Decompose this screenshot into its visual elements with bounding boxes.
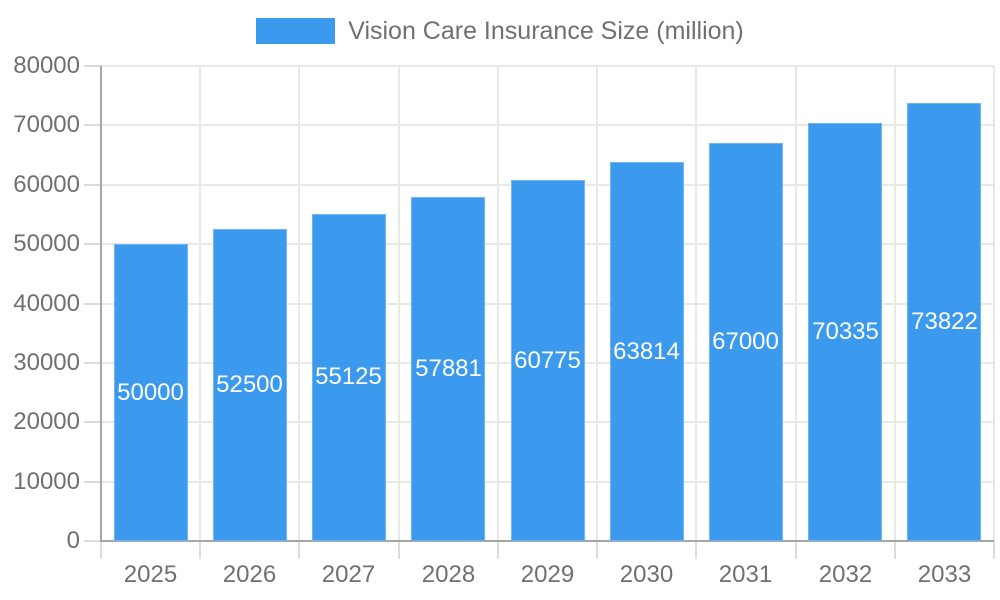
x-axis-label: 2031 bbox=[718, 561, 773, 588]
x-axis-label: 2033 bbox=[917, 561, 972, 588]
x-axis-tick bbox=[993, 541, 995, 559]
legend-label: Vision Care Insurance Size (million) bbox=[348, 17, 744, 45]
x-axis-tick bbox=[298, 541, 301, 559]
x-axis-label: 2028 bbox=[421, 561, 476, 588]
bar-value-label: 67000 bbox=[712, 328, 779, 355]
x-axis-label: 2026 bbox=[222, 561, 277, 588]
bar-value-label: 57881 bbox=[415, 355, 482, 382]
bar-value-label: 52500 bbox=[216, 371, 283, 398]
y-axis-line bbox=[100, 66, 102, 541]
y-axis-label: 80000 bbox=[13, 52, 80, 79]
bar bbox=[114, 244, 188, 541]
legend-item[interactable]: Vision Care Insurance Size (million) bbox=[256, 16, 744, 46]
bar-value-label: 63814 bbox=[613, 338, 680, 365]
bar bbox=[511, 180, 585, 541]
bar-value-label: 50000 bbox=[117, 379, 184, 406]
y-axis-tick bbox=[84, 124, 101, 127]
x-axis-line bbox=[100, 540, 994, 542]
y-axis-label: 0 bbox=[66, 527, 80, 554]
bar-value-label: 60775 bbox=[514, 347, 581, 374]
gridline-x bbox=[596, 66, 599, 541]
x-axis-tick bbox=[496, 541, 499, 559]
x-axis-tick bbox=[596, 541, 599, 559]
x-axis-tick bbox=[100, 541, 102, 559]
legend: Vision Care Insurance Size (million) bbox=[0, 16, 1000, 46]
x-axis-label: 2025 bbox=[123, 561, 178, 588]
x-axis-tick bbox=[695, 541, 698, 559]
y-axis-tick bbox=[84, 540, 101, 542]
gridline-x bbox=[298, 66, 301, 541]
gridline-x bbox=[397, 66, 400, 541]
y-axis-label: 60000 bbox=[13, 170, 80, 198]
x-axis-tick bbox=[199, 541, 202, 559]
bar bbox=[213, 229, 287, 541]
y-axis-label: 50000 bbox=[13, 230, 80, 258]
x-axis-label: 2029 bbox=[520, 561, 575, 588]
y-axis-tick bbox=[84, 243, 101, 246]
bar bbox=[907, 103, 981, 541]
x-axis-tick bbox=[794, 541, 797, 559]
bar bbox=[709, 143, 783, 541]
y-axis-tick bbox=[84, 421, 101, 424]
gridline-x bbox=[794, 66, 797, 541]
y-axis-label: 40000 bbox=[13, 289, 80, 317]
gridline-x bbox=[993, 66, 995, 541]
bar-value-label: 55125 bbox=[315, 363, 382, 390]
x-axis-tick bbox=[893, 541, 896, 559]
x-axis-label: 2032 bbox=[818, 561, 873, 588]
bar bbox=[610, 162, 684, 541]
y-axis-tick bbox=[84, 480, 101, 483]
bar bbox=[411, 197, 485, 541]
x-axis-tick bbox=[397, 541, 400, 559]
gridline-x bbox=[199, 66, 202, 541]
y-axis-tick bbox=[84, 183, 101, 186]
y-axis-label: 20000 bbox=[13, 408, 80, 436]
y-axis-tick bbox=[84, 65, 101, 67]
gridline-x bbox=[496, 66, 499, 541]
y-axis-label: 70000 bbox=[13, 111, 80, 139]
bar-value-label: 70335 bbox=[812, 318, 879, 345]
legend-swatch bbox=[256, 18, 336, 44]
gridline-x bbox=[695, 66, 698, 541]
x-axis-label: 2027 bbox=[321, 561, 376, 588]
y-axis-tick bbox=[84, 302, 101, 305]
gridline-y bbox=[101, 65, 994, 67]
y-axis-tick bbox=[84, 361, 101, 364]
gridline-x bbox=[893, 66, 896, 541]
x-axis-label: 2030 bbox=[619, 561, 674, 588]
bar-value-label: 73822 bbox=[911, 308, 978, 335]
bar bbox=[808, 123, 882, 541]
bar bbox=[312, 214, 386, 541]
y-axis-label: 10000 bbox=[13, 467, 80, 495]
gridline-y bbox=[101, 124, 994, 127]
y-axis-label: 30000 bbox=[13, 348, 80, 376]
